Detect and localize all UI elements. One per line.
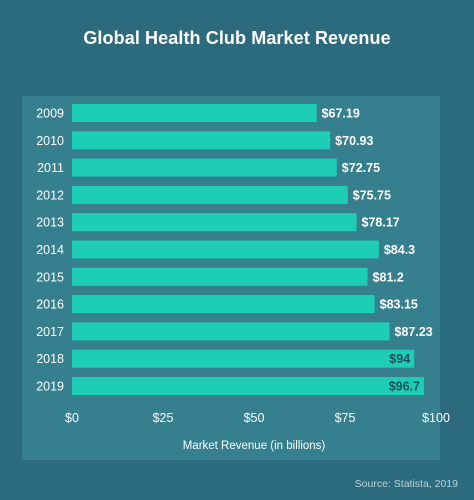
x-tick-label: $25 [153,411,174,425]
value-label-2009: $67.19 [322,107,360,121]
y-tick-label-2010: 2010 [36,134,64,148]
source-note: Source: Statista, 2019 [354,478,458,490]
x-axis-label: Market Revenue (in billions) [183,440,326,452]
value-label-2013: $78.17 [362,216,400,230]
y-tick-label-2018: 2018 [36,352,64,366]
bar-2013 [72,213,357,232]
value-label-2017: $87.23 [395,325,433,339]
y-tick-label-2019: 2019 [36,380,64,394]
y-tick-label-2015: 2015 [36,270,64,284]
value-label-2019: $96.7 [389,380,420,394]
chart-title: Global Health Club Market Revenue [83,28,391,48]
value-label-2018: $94 [389,352,410,366]
bar-2012 [72,185,348,204]
y-tick-label-2014: 2014 [36,243,64,257]
y-tick-label-2011: 2011 [37,161,64,175]
y-tick-label-2013: 2013 [36,216,64,230]
value-label-2011: $72.75 [342,161,380,175]
x-tick-label: $50 [244,411,265,425]
bar-2009 [72,104,317,122]
value-label-2014: $84.3 [384,243,415,257]
bar-2018 [72,349,415,368]
bar-2011 [72,158,337,177]
y-tick-label-2012: 2012 [36,188,64,202]
y-tick-label-2017: 2017 [36,325,64,339]
value-label-2015: $81.2 [373,270,404,284]
x-tick-label: $0 [65,411,79,425]
value-label-2010: $70.93 [335,134,373,148]
x-tick-label: $100 [422,411,450,425]
bar-2016 [72,295,375,314]
value-label-2012: $75.75 [353,188,391,202]
bar-2015 [72,267,368,286]
y-tick-label-2016: 2016 [36,298,64,312]
bar-2014 [72,240,379,259]
value-label-2016: $83.15 [380,298,418,312]
x-tick-label: $75 [335,411,356,425]
y-tick-label-2009: 2009 [36,107,64,121]
bar-2010 [72,131,331,150]
bar-2017 [72,322,390,341]
bar-2019 [72,377,424,395]
